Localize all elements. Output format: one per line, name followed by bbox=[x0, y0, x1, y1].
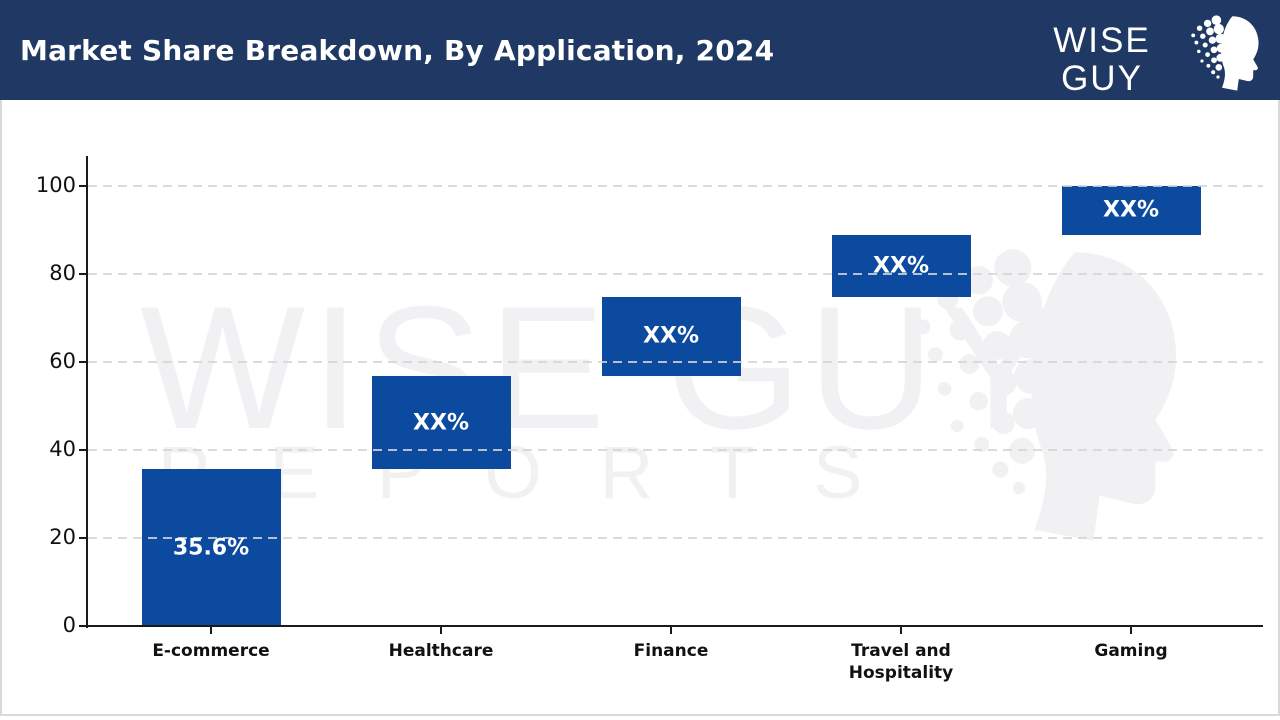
y-axis-tick bbox=[79, 537, 86, 539]
x-axis-tick bbox=[900, 627, 902, 634]
gridline bbox=[88, 273, 1263, 275]
x-axis-category-line: E-commerce bbox=[152, 641, 270, 661]
x-axis-category-label: E-commerce bbox=[152, 640, 269, 662]
bar-value-label: XX% bbox=[873, 253, 929, 279]
bar-segment bbox=[141, 469, 281, 626]
chart-title: Market Share Breakdown, By Application, … bbox=[20, 33, 775, 67]
x-axis-category-label: Healthcare bbox=[389, 640, 494, 662]
content-frame bbox=[0, 100, 1280, 716]
brand-subname: REPORTS bbox=[1035, 100, 1175, 115]
x-axis-category-label: Finance bbox=[634, 640, 709, 662]
x-axis-category-label: Gaming bbox=[1094, 640, 1167, 662]
y-axis-tick-label: 40 bbox=[49, 437, 76, 461]
y-axis-tick bbox=[79, 625, 86, 627]
y-axis-tick-label: 0 bbox=[62, 613, 76, 637]
brand-head-icon bbox=[1191, 15, 1259, 91]
header-bar: Market Share Breakdown, By Application, … bbox=[0, 0, 1280, 115]
gridline bbox=[88, 361, 1263, 363]
gridline bbox=[88, 449, 1263, 451]
brand-name: WISE GUY bbox=[1053, 21, 1151, 98]
bar-value-label: 35.6% bbox=[172, 535, 250, 561]
x-axis-tick bbox=[1130, 627, 1132, 634]
y-axis-line bbox=[86, 156, 88, 628]
x-axis-category-line: Healthcare bbox=[388, 641, 494, 661]
gridline bbox=[88, 185, 1263, 187]
x-axis-tick bbox=[440, 627, 442, 634]
bar-segment bbox=[371, 376, 511, 470]
x-axis-category-line: Travel and bbox=[851, 641, 951, 661]
x-axis-tick bbox=[210, 627, 212, 634]
bar-segment bbox=[1061, 186, 1201, 235]
y-axis-tick-label: 20 bbox=[49, 525, 76, 549]
y-axis-tick bbox=[79, 449, 86, 451]
y-axis-tick-label: 80 bbox=[49, 261, 76, 285]
x-axis-category-label: Travel and Hospitality bbox=[849, 640, 953, 684]
bar-value-label: XX% bbox=[413, 410, 469, 436]
bar-value-label: XX% bbox=[1103, 197, 1159, 223]
y-axis-tick bbox=[79, 361, 86, 363]
y-axis-tick-label: 100 bbox=[35, 173, 76, 197]
brand-logo: WISE GUY REPORTS bbox=[1018, 6, 1268, 115]
x-axis-line bbox=[86, 625, 1263, 627]
x-axis-category-line: Finance bbox=[633, 641, 709, 661]
x-axis-tick bbox=[670, 627, 672, 634]
x-axis-category-line: Hospitality bbox=[848, 663, 954, 683]
brand-logo-text: WISE GUY REPORTS bbox=[1018, 21, 1186, 116]
y-axis-tick bbox=[79, 273, 86, 275]
y-axis-tick-label: 60 bbox=[49, 349, 76, 373]
gridline bbox=[88, 537, 1263, 539]
bar-value-label: XX% bbox=[643, 323, 699, 349]
x-axis-category-line: Gaming bbox=[1094, 641, 1168, 661]
y-axis-tick bbox=[79, 185, 86, 187]
